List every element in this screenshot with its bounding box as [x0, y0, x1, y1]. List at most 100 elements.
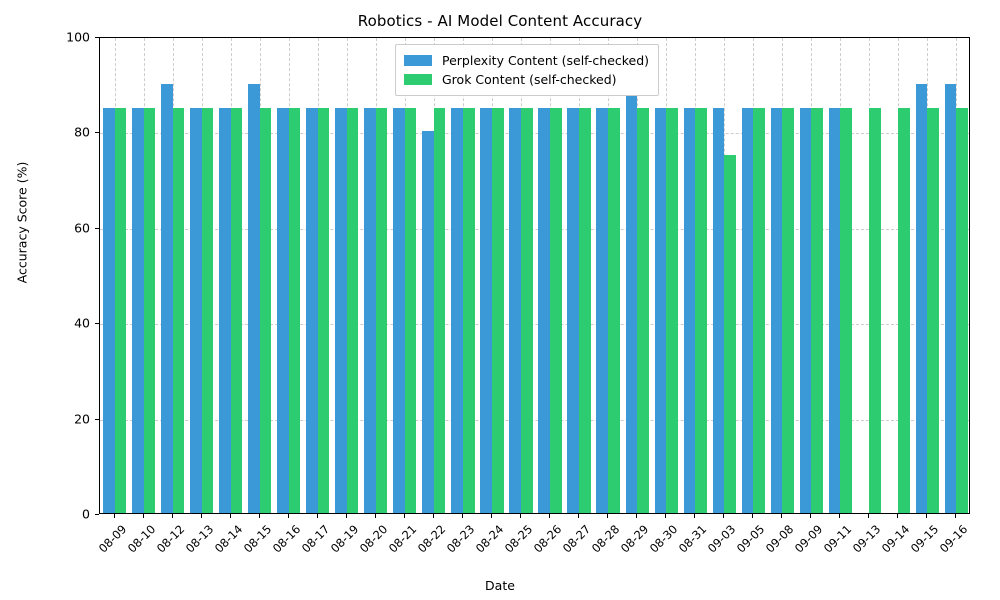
gridline-vertical	[840, 38, 842, 513]
bar	[143, 107, 156, 513]
gridline-vertical	[811, 38, 813, 513]
x-tick-mark	[578, 514, 580, 518]
x-tick-label: 08-15	[240, 522, 274, 556]
gridline-vertical	[956, 38, 958, 513]
x-tick-mark	[781, 514, 783, 518]
bar	[596, 107, 609, 513]
gridline-vertical	[230, 38, 232, 513]
x-tick-label: 08-12	[153, 522, 187, 556]
bar	[317, 107, 330, 513]
bar	[625, 83, 638, 513]
bar	[799, 107, 812, 513]
legend-label: Grok Content (self-checked)	[442, 72, 617, 87]
bar	[741, 107, 754, 513]
x-tick-mark	[810, 514, 812, 518]
bar	[219, 107, 231, 513]
x-tick-mark	[113, 514, 115, 518]
bar	[462, 107, 475, 513]
x-tick-mark	[897, 514, 899, 518]
bar	[944, 83, 957, 513]
x-tick-mark	[694, 514, 696, 518]
x-tick-mark	[258, 514, 260, 518]
bar	[828, 107, 841, 513]
bar	[927, 107, 940, 513]
x-tick-label: 08-26	[530, 522, 565, 556]
gridline-vertical	[869, 38, 871, 513]
bar	[393, 107, 405, 513]
y-axis-label: Accuracy Score (%)	[14, 161, 30, 284]
bar	[637, 107, 649, 513]
bar	[131, 107, 144, 513]
x-tick-mark	[316, 514, 318, 518]
x-tick-label: 08-09	[95, 522, 129, 556]
x-tick-mark	[752, 514, 754, 518]
bar	[102, 107, 115, 513]
gridline-vertical	[579, 38, 581, 513]
bars-layer	[100, 38, 969, 513]
x-tick-mark	[926, 514, 928, 518]
x-tick-mark	[868, 514, 870, 518]
x-tick-label: 08-20	[356, 522, 391, 556]
bar	[550, 107, 562, 513]
x-tick-label: 08-27	[559, 522, 594, 556]
x-tick-label: 09-03	[704, 522, 739, 556]
bar	[520, 107, 533, 513]
x-tick-mark	[432, 514, 434, 518]
bar	[956, 107, 969, 513]
bar	[712, 107, 725, 513]
gridline-vertical	[753, 38, 755, 513]
gridline-vertical	[782, 38, 784, 513]
bar	[190, 107, 202, 513]
bar	[404, 107, 417, 513]
legend-label: Perplexity Content (self-checked)	[442, 53, 650, 68]
gridline-vertical	[666, 38, 668, 513]
x-tick-label: 08-10	[124, 522, 158, 556]
bar	[248, 83, 260, 513]
x-tick-label: 09-13	[850, 522, 884, 556]
gridline-vertical	[259, 38, 261, 513]
bar	[277, 107, 289, 513]
bar	[770, 107, 783, 513]
x-tick-mark	[461, 514, 463, 518]
legend-item: Perplexity Content (self-checked)	[404, 51, 649, 70]
x-tick-mark	[229, 514, 231, 518]
bar	[695, 107, 707, 513]
x-tick-label: 08-28	[588, 522, 623, 556]
x-tick-label: 08-24	[472, 522, 507, 556]
x-tick-label: 08-22	[414, 522, 449, 556]
x-tick-label: 08-14	[211, 522, 245, 556]
x-tick-mark	[665, 514, 667, 518]
x-tick-mark	[607, 514, 609, 518]
legend-swatch-icon	[404, 55, 432, 66]
x-tick-mark	[549, 514, 551, 518]
horizontal-gridlines	[100, 38, 969, 513]
bar	[375, 107, 388, 513]
bar	[782, 107, 794, 513]
bar	[724, 155, 736, 513]
x-tick-label: 08-25	[501, 522, 536, 556]
gridline-vertical	[433, 38, 435, 513]
y-tick-label: 0	[82, 506, 90, 522]
bar	[422, 131, 434, 513]
bar	[288, 107, 301, 513]
x-tick-label: 09-16	[937, 522, 971, 556]
gridline-vertical	[317, 38, 319, 513]
bar	[579, 107, 591, 513]
x-tick-label: 08-13	[182, 522, 216, 556]
x-tick-mark	[519, 514, 521, 518]
bar	[114, 107, 127, 513]
x-tick-mark	[287, 514, 289, 518]
bar	[346, 107, 359, 513]
x-tick-label: 08-31	[675, 522, 710, 556]
x-tick-label: 09-15	[908, 522, 942, 556]
x-tick-mark	[200, 514, 202, 518]
y-tick-label: 20	[74, 411, 90, 427]
bar	[306, 107, 318, 513]
x-tick-label: 09-11	[821, 522, 855, 556]
bar	[666, 107, 678, 513]
bar	[259, 107, 272, 513]
vertical-gridlines	[100, 38, 969, 513]
x-tick-mark	[403, 514, 405, 518]
x-tick-label: 08-21	[385, 522, 420, 556]
